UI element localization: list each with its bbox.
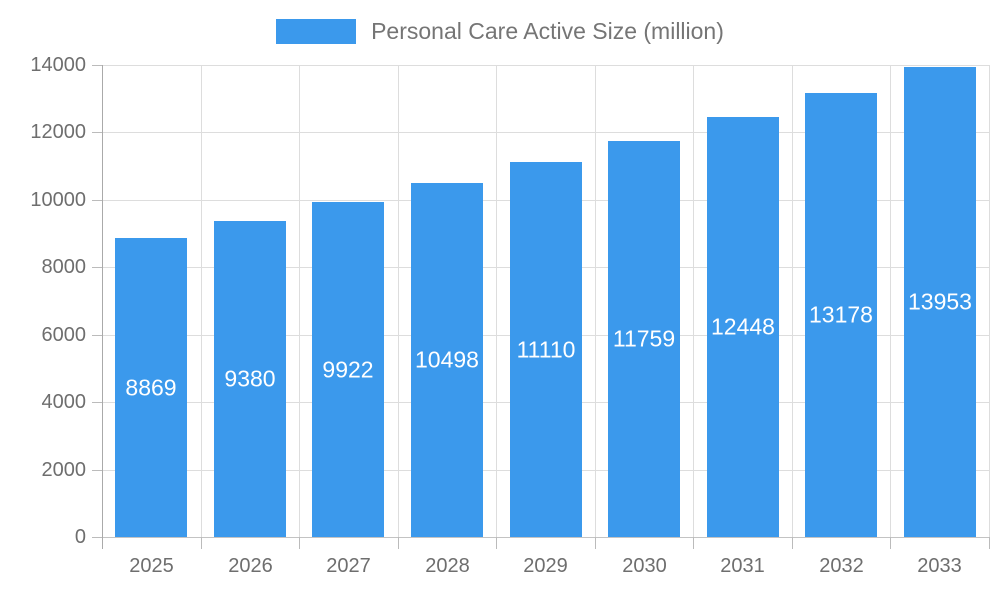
x-axis-tick [595, 537, 596, 549]
y-tick-label: 12000 [30, 121, 86, 143]
x-tick-label: 2025 [129, 555, 174, 577]
x-tick-label: 2031 [720, 555, 765, 577]
y-axis-tick [92, 132, 102, 133]
y-tick-label: 4000 [41, 391, 87, 413]
x-axis-tick [201, 537, 202, 549]
x-axis-tick [792, 537, 793, 549]
gridline-vertical [989, 65, 990, 537]
y-tick-label: 2000 [41, 459, 87, 481]
x-tick-label: 2029 [523, 555, 568, 577]
x-axis-tick [496, 537, 497, 549]
y-axis-tick [92, 200, 102, 201]
gridline-horizontal [102, 132, 989, 133]
gridline-horizontal [102, 537, 989, 538]
y-tick-label: 0 [74, 526, 86, 548]
bar-value-label: 9380 [224, 365, 276, 392]
x-axis-tick [890, 537, 891, 549]
bar: 9380 [214, 221, 286, 537]
x-axis-tick [989, 537, 990, 549]
legend-item[interactable]: Personal Care Active Size (million) [276, 18, 724, 45]
bar: 13953 [904, 67, 976, 537]
bar: 8869 [115, 238, 187, 537]
y-tick-label: 10000 [30, 189, 86, 211]
x-tick-label: 2027 [326, 555, 371, 577]
gridline-vertical [299, 65, 300, 537]
x-tick-label: 2033 [917, 555, 962, 577]
gridline-vertical [496, 65, 497, 537]
y-axis-line [102, 65, 103, 549]
x-axis-tick [693, 537, 694, 549]
bar: 13178 [805, 93, 877, 537]
legend-label: Personal Care Active Size (million) [371, 18, 724, 44]
y-axis-tick [92, 335, 102, 336]
bar-value-label: 11110 [516, 336, 576, 362]
y-axis-tick [92, 537, 102, 538]
y-axis-tick [92, 267, 102, 268]
gridline-vertical [792, 65, 793, 537]
bar-value-label: 13953 [908, 288, 972, 315]
x-tick-label: 2032 [819, 555, 864, 577]
gridline-horizontal [102, 65, 989, 66]
x-tick-label: 2028 [425, 555, 470, 577]
bar: 10498 [411, 183, 483, 537]
bar: 11759 [608, 141, 680, 537]
y-axis-tick [92, 65, 102, 66]
y-tick-label: 6000 [41, 324, 87, 346]
y-tick-label: 14000 [30, 54, 86, 76]
x-axis-tick [398, 537, 399, 549]
bar-value-label: 12448 [711, 313, 775, 340]
gridline-vertical [693, 65, 694, 537]
bar: 11110 [510, 162, 582, 537]
bar: 12448 [707, 117, 779, 537]
y-tick-label: 8000 [41, 256, 87, 278]
bar-value-label: 9922 [322, 356, 374, 382]
bar-value-label: 10498 [415, 346, 479, 373]
legend: Personal Care Active Size (million) [0, 18, 1000, 45]
bar-value-label: 11759 [612, 325, 676, 352]
gridline-vertical [398, 65, 399, 537]
x-axis-tick [299, 537, 300, 549]
x-tick-label: 2026 [228, 555, 273, 577]
gridline-vertical [201, 65, 202, 537]
gridline-vertical [890, 65, 891, 537]
y-axis-tick [92, 402, 102, 403]
bar: 9922 [312, 202, 384, 537]
bar-value-label: 13178 [809, 301, 873, 328]
x-tick-label: 2030 [622, 555, 667, 577]
y-axis-tick [92, 470, 102, 471]
gridline-vertical [595, 65, 596, 537]
legend-swatch-icon [276, 19, 357, 44]
bar-value-label: 8869 [125, 374, 177, 400]
